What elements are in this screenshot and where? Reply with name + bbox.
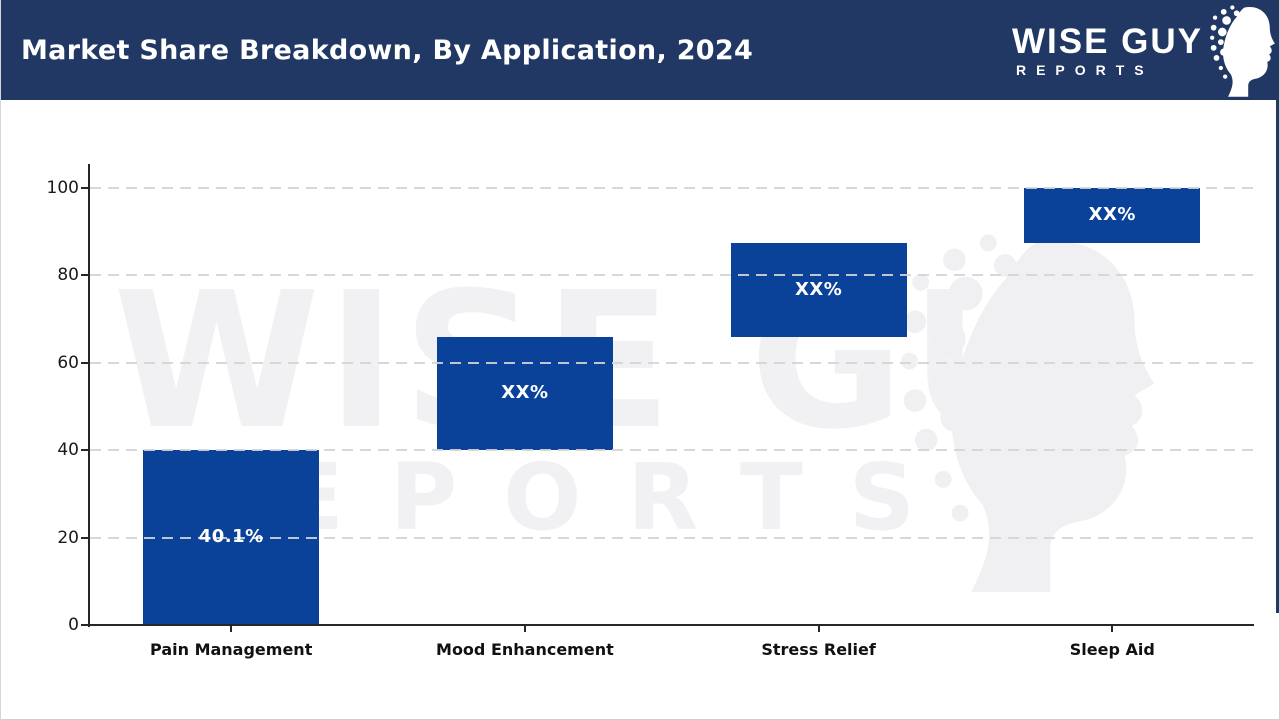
bar-value-label-pain-management: 40.1% xyxy=(198,526,264,548)
x-category-label-pain-management: Pain Management xyxy=(150,640,313,659)
dotted-face-profile-icon xyxy=(1210,5,1275,97)
x-tick-pain-management xyxy=(230,626,233,632)
logo-text: WISE GUY REPORTS xyxy=(1012,24,1203,77)
x-category-label-sleep-aid: Sleep Aid xyxy=(1069,640,1155,659)
gridline-100 xyxy=(90,186,1254,189)
bar-value-label-stress-relief: XX% xyxy=(794,278,843,300)
bar-mood-enhancement xyxy=(436,337,613,450)
gridline-80 xyxy=(90,274,1254,276)
gridline-20 xyxy=(90,536,1254,539)
y-tick-label-0: 0 xyxy=(68,615,79,635)
logo-subtitle: REPORTS xyxy=(1015,61,1154,78)
x-category-label-mood-enhancement: Mood Enhancement xyxy=(436,640,614,659)
gridline-40 xyxy=(90,449,1254,451)
y-tick-label-40: 40 xyxy=(57,440,79,460)
right-edge-accent xyxy=(1276,0,1279,613)
y-tick-label-60: 60 xyxy=(57,352,79,373)
bar-stress-relief xyxy=(730,242,907,338)
chart-title: Market Share Breakdown, By Application, … xyxy=(21,34,754,66)
logo-wordmark: WISE GUY xyxy=(1011,21,1203,61)
x-axis-line xyxy=(88,624,1254,626)
bar-sleep-aid xyxy=(1024,187,1201,243)
y-axis-line xyxy=(88,164,90,627)
bar-value-label-mood-enhancement: XX% xyxy=(501,382,549,404)
gridline-60 xyxy=(90,361,1254,364)
y-tick-40 xyxy=(81,449,89,451)
bar-value-label-sleep-aid: XX% xyxy=(1088,204,1136,226)
y-tick-20 xyxy=(81,536,89,539)
x-tick-stress-relief xyxy=(817,626,820,632)
y-tick-100 xyxy=(81,186,89,189)
y-tick-80 xyxy=(81,274,89,276)
y-tick-label-80: 80 xyxy=(57,265,79,285)
x-tick-mood-enhancement xyxy=(523,626,526,632)
wise-guy-reports-logo: WISE GUY REPORTS xyxy=(1012,3,1279,97)
x-category-label-stress-relief: Stress Relief xyxy=(761,640,876,659)
y-tick-60 xyxy=(81,361,89,364)
y-tick-label-100: 100 xyxy=(46,177,79,198)
x-tick-sleep-aid xyxy=(1111,626,1114,632)
header-band: Market Share Breakdown, By Application, … xyxy=(1,0,1279,100)
watermark-face-profile-icon xyxy=(900,234,1155,592)
y-tick-label-20: 20 xyxy=(57,527,79,548)
y-tick-0 xyxy=(81,624,89,626)
